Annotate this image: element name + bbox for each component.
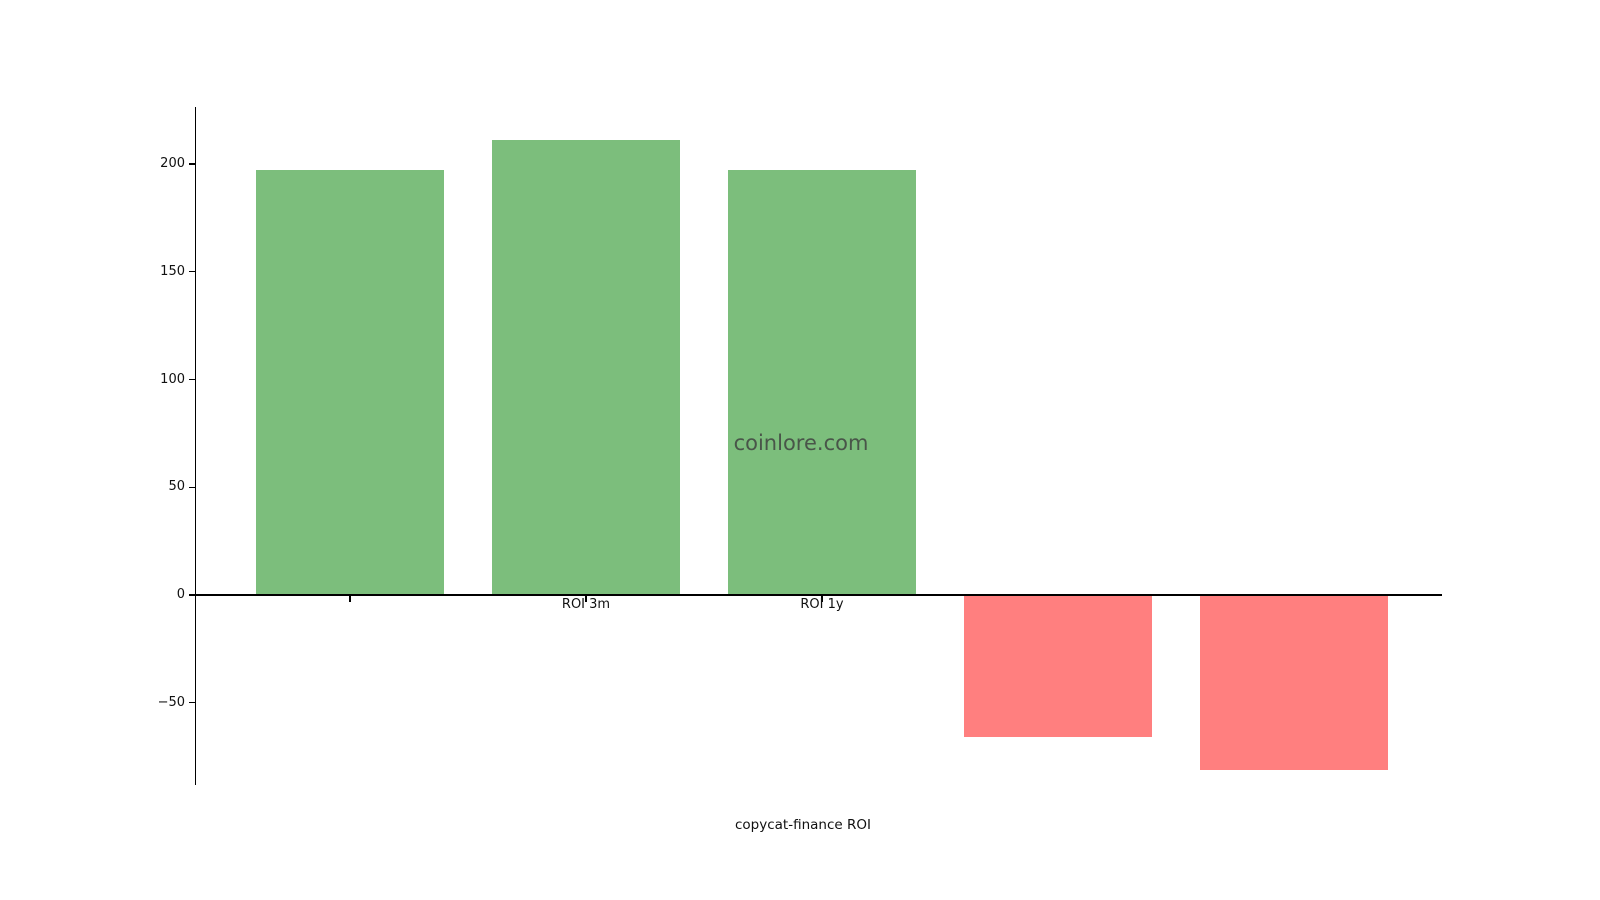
y-tick-mark-50	[189, 486, 196, 488]
x-tick-mark-3	[821, 596, 823, 602]
y-tick-mark-200	[189, 163, 196, 165]
x-tick-mark-2	[585, 596, 587, 602]
y-tick-label-50: 50	[168, 479, 185, 495]
y-tick-label-200: 200	[160, 156, 185, 171]
x-axis-zero-line	[196, 594, 1442, 596]
chart-title: copycat-finance ROI	[735, 817, 871, 833]
y-tick-mark-100	[189, 378, 196, 381]
bar-1	[256, 170, 444, 595]
y-tick-mark-150	[189, 271, 196, 273]
x-tick-label-roi-3m: ROI 3m	[561, 597, 611, 612]
bar-5	[1200, 595, 1388, 770]
y-tick-mark-0	[189, 594, 196, 596]
x-tick-mark-1	[349, 596, 351, 602]
y-tick-label-150: 150	[160, 263, 185, 279]
bar-4	[964, 595, 1152, 738]
y-axis-line	[195, 107, 197, 785]
y-tick-label-100: 100	[160, 371, 185, 387]
bar-roi-1y	[728, 170, 916, 595]
x-tick-label-roi-1y: ROI 1y	[800, 597, 844, 612]
watermark-text: coinlore.com	[733, 431, 869, 455]
y-tick-mark--50	[189, 702, 196, 704]
y-tick-label-0: 0	[176, 587, 185, 602]
y-tick-label--50: −50	[157, 694, 185, 710]
bar-roi-3m	[492, 140, 680, 595]
